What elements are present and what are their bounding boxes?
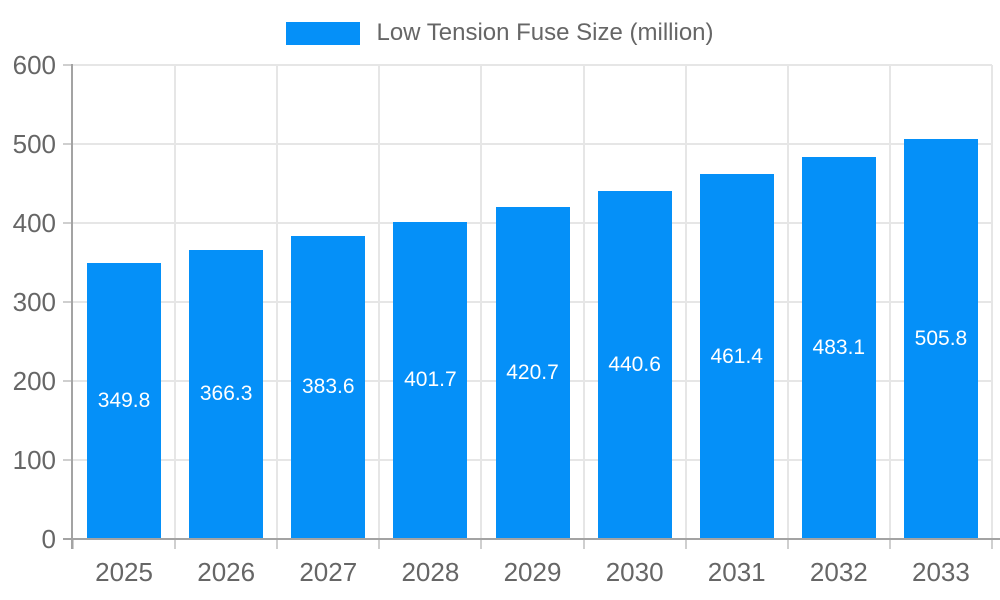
y-axis-tick	[63, 64, 73, 66]
x-axis-tick	[276, 539, 279, 549]
y-tick-label: 600	[12, 50, 56, 80]
y-axis-tick	[63, 143, 73, 145]
y-tick-label: 200	[12, 366, 56, 396]
y-tick-label: 400	[12, 208, 56, 238]
y-axis-tick	[63, 301, 73, 303]
bar-value-label: 349.8	[97, 388, 151, 412]
legend-label: Low Tension Fuse Size (million)	[376, 19, 714, 46]
x-axis-tick	[888, 539, 891, 549]
y-axis-tick	[63, 222, 73, 224]
y-tick-label: 100	[12, 445, 56, 475]
x-tick-label: 2025	[95, 557, 153, 587]
x-tick-label: 2029	[503, 557, 562, 587]
bar-2032	[801, 157, 876, 539]
x-axis-tick	[991, 539, 993, 549]
y-axis-line	[71, 64, 73, 549]
x-axis-tick	[378, 539, 381, 549]
v-gridline	[991, 65, 993, 539]
x-axis-tick	[174, 539, 177, 549]
v-gridline	[378, 65, 381, 539]
bar-2025	[87, 262, 162, 539]
x-axis-line	[63, 538, 1000, 540]
bar-value-label: 440.6	[608, 352, 661, 376]
v-gridline	[480, 65, 483, 539]
x-axis-tick	[582, 539, 585, 549]
x-axis-tick	[480, 539, 483, 549]
bar-value-label: 505.8	[914, 327, 968, 351]
bar-2028	[393, 221, 468, 539]
bar-value-label: 383.6	[301, 375, 355, 399]
bar-2026	[189, 249, 264, 539]
x-tick-label: 2032	[809, 557, 868, 587]
y-tick-label: 300	[12, 287, 56, 317]
x-tick-label: 2033	[912, 557, 970, 587]
v-gridline	[174, 65, 177, 539]
bar-2029	[495, 206, 570, 539]
chart-legend[interactable]: Low Tension Fuse Size (million)	[0, 19, 1000, 47]
bar-2030	[597, 190, 672, 539]
y-axis-tick	[63, 380, 73, 382]
x-tick-label: 2026	[197, 557, 256, 587]
v-gridline	[582, 65, 585, 539]
v-gridline	[684, 65, 687, 539]
bar-value-label: 483.1	[812, 336, 866, 360]
bar-2033	[903, 139, 978, 539]
h-gridline	[73, 143, 992, 145]
v-gridline	[276, 65, 279, 539]
x-tick-label: 2031	[707, 557, 766, 587]
bar-value-label: 366.3	[199, 382, 253, 406]
y-axis-tick	[63, 459, 73, 461]
x-tick-label: 2028	[401, 557, 460, 587]
x-tick-label: 2030	[605, 557, 664, 587]
bar-value-label: 461.4	[710, 344, 763, 368]
x-axis-tick	[786, 539, 789, 549]
x-axis-tick	[684, 539, 687, 549]
bar-value-label: 401.7	[404, 368, 457, 392]
v-gridline	[888, 65, 891, 539]
bar-2031	[699, 174, 774, 539]
bar-value-label: 420.7	[506, 360, 559, 384]
x-axis-tick	[72, 539, 74, 549]
legend-swatch	[286, 21, 361, 45]
x-tick-label: 2027	[299, 557, 358, 587]
y-tick-label: 0	[41, 524, 56, 554]
y-tick-label: 500	[12, 129, 56, 159]
v-gridline	[786, 65, 789, 539]
bar-2027	[291, 235, 366, 539]
h-gridline	[73, 64, 992, 66]
